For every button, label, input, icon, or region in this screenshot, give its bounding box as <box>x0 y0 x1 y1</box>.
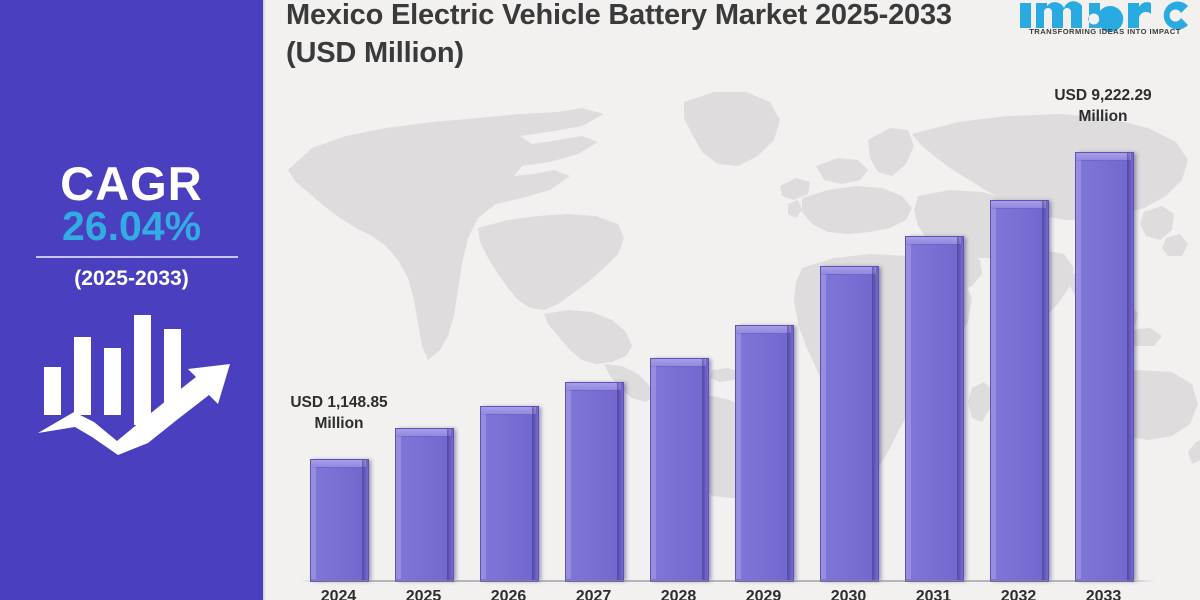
bar-2031[interactable] <box>905 236 964 582</box>
x-axis-label-2027: 2027 <box>575 588 612 600</box>
x-axis-label-2024: 2024 <box>320 588 357 600</box>
bar-highlight <box>906 244 911 579</box>
bar-body <box>1075 152 1134 582</box>
bar-top-bevel <box>821 267 876 275</box>
imarc-tagline: TRANSFORMING IDEAS INTO IMPACT <box>1029 27 1181 36</box>
cagr-panel: CAGR 26.04% (2025-2033) <box>0 0 263 600</box>
x-axis-label-2031: 2031 <box>915 588 952 600</box>
bar-value-2024-line2: Million <box>314 414 364 432</box>
bar-body <box>650 358 709 582</box>
bar-top-bevel <box>991 201 1046 209</box>
x-axis-label-2032: 2032 <box>1000 588 1037 600</box>
bar-2027[interactable] <box>565 382 624 582</box>
bar-body <box>480 406 539 582</box>
bar-top-bevel <box>311 460 366 468</box>
x-axis-label-2025: 2025 <box>405 588 442 600</box>
chart-baseline <box>300 580 1156 582</box>
imarc-logo[interactable]: TRANSFORMING IDEAS INTO IMPACT <box>1018 0 1190 46</box>
bar-2029[interactable] <box>735 325 794 582</box>
bar-top-bevel <box>651 359 706 367</box>
bar-value-2033-line1: USD 9,222.29 <box>1054 87 1152 104</box>
bar-shadow <box>617 383 622 580</box>
bar-highlight <box>991 208 996 579</box>
bar-shadow <box>1042 201 1047 580</box>
bar-2025[interactable] <box>395 428 454 582</box>
bar-body <box>905 236 964 582</box>
cagr-divider <box>36 256 238 258</box>
bar-body <box>735 325 794 582</box>
imarc-wordmark-icon <box>1020 1 1188 33</box>
x-axis-label-2029: 2029 <box>745 588 782 600</box>
bar-top-bevel <box>736 326 791 334</box>
bar-top-bevel <box>396 429 451 437</box>
bar-2030[interactable] <box>820 266 879 582</box>
bar-chart-growth-arrow-icon <box>38 315 230 455</box>
cagr-label: CAGR <box>60 157 203 210</box>
bar-highlight <box>1076 160 1081 579</box>
bar-shadow <box>872 267 877 580</box>
bar-shadow <box>787 326 792 580</box>
bar-value-2033: USD 9,222.29 Million <box>1028 86 1178 127</box>
cagr-period: (2025-2033) <box>74 267 189 290</box>
bar-value-2033-line2: Million <box>1078 107 1128 125</box>
bar-body <box>395 428 454 582</box>
bar-value-2024-line1: USD 1,148.85 <box>290 394 388 411</box>
bar-body <box>990 200 1049 582</box>
bar-shadow <box>532 407 537 580</box>
bar-highlight <box>566 390 571 579</box>
x-axis-label-2030: 2030 <box>830 588 867 600</box>
bar-shadow <box>957 237 962 580</box>
bar-shadow <box>362 460 367 580</box>
bar-2026[interactable] <box>480 406 539 582</box>
panel-edge-shadow <box>263 0 266 600</box>
bar-top-bevel <box>906 237 961 245</box>
bar-shadow <box>1127 153 1132 580</box>
bar-highlight <box>481 414 486 579</box>
bar-body <box>310 459 369 582</box>
bar-body <box>565 382 624 582</box>
bar-body <box>820 266 879 582</box>
bar-top-bevel <box>566 383 621 391</box>
bar-highlight <box>736 333 741 579</box>
bar-2024[interactable] <box>310 459 369 582</box>
bar-top-bevel <box>481 407 536 415</box>
bar-shadow <box>447 429 452 580</box>
bar-highlight <box>821 274 826 579</box>
bar-highlight <box>651 366 656 579</box>
bar-highlight <box>311 467 316 579</box>
bar-2032[interactable] <box>990 200 1049 582</box>
x-axis-label-2028: 2028 <box>660 588 697 600</box>
x-axis-label-2026: 2026 <box>490 588 527 600</box>
bar-value-2024: USD 1,148.85 Million <box>264 393 414 434</box>
bar-shadow <box>702 359 707 580</box>
bar-2028[interactable] <box>650 358 709 582</box>
bar-top-bevel <box>1076 153 1131 161</box>
cagr-value: 26.04% <box>61 203 202 249</box>
x-axis-label-2033: 2033 <box>1085 588 1122 600</box>
page-title: Mexico Electric Vehicle Battery Market 2… <box>286 0 952 70</box>
bar-2033[interactable] <box>1075 152 1134 582</box>
bar-highlight <box>396 436 401 579</box>
